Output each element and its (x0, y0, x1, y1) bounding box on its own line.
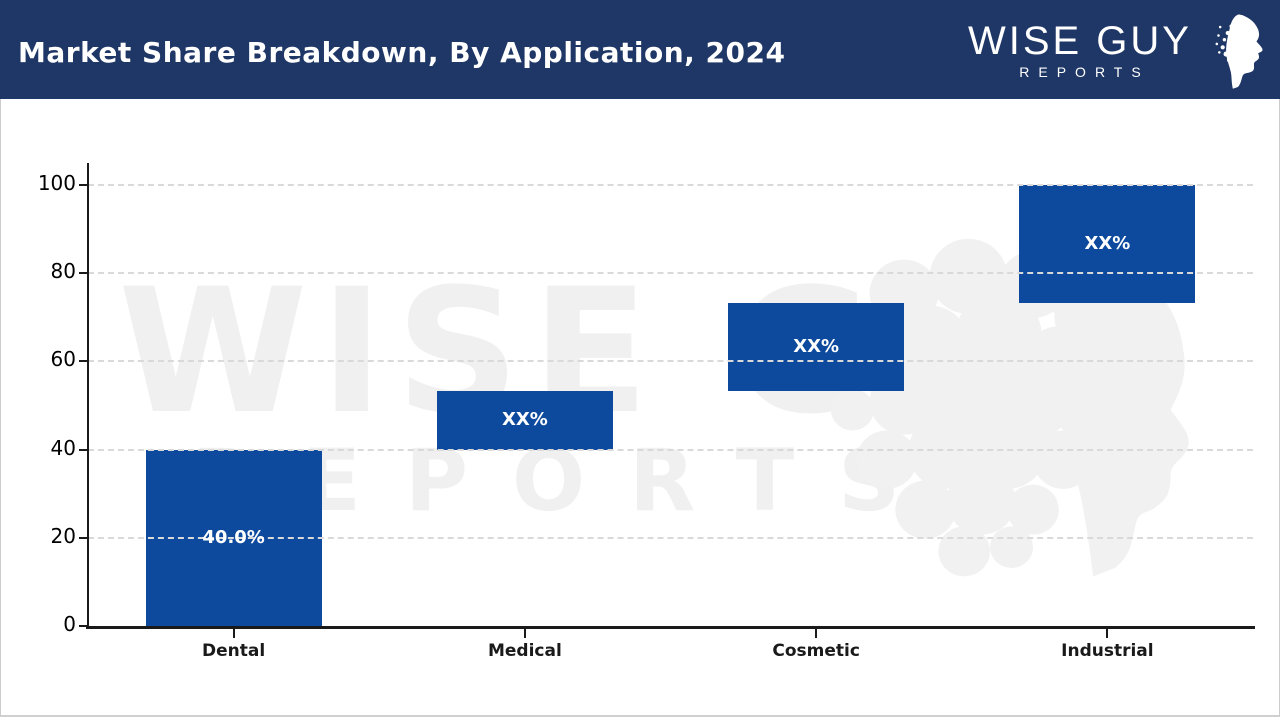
y-tick-mark-0 (79, 625, 87, 627)
y-axis-line (87, 163, 89, 629)
wiseguy-head-icon (1215, 14, 1263, 89)
y-tick-mark-60 (79, 360, 87, 363)
x-axis-line (86, 626, 1255, 629)
x-tick-mark-cosmetic (815, 629, 818, 638)
bar-label-medical: XX% (501, 409, 548, 431)
y-tick-label-40: 40 (50, 435, 76, 460)
bar-label-industrial: XX% (1084, 232, 1131, 254)
y-tick-label-60: 60 (50, 347, 76, 372)
logo-wordmark-block: WISE GUY REPORTS (968, 19, 1192, 80)
x-tick-label-dental: Dental (202, 641, 266, 661)
x-tick-mark-industrial (1106, 629, 1109, 638)
x-tick-mark-dental (232, 629, 235, 638)
bar-medical (436, 390, 613, 450)
page-border-left (0, 99, 1, 716)
logo-wordmark: WISE GUY (967, 18, 1192, 63)
y-tick-label-0: 0 (63, 612, 76, 636)
gridline-100 (88, 184, 1253, 187)
page-border-bottom (0, 715, 1280, 717)
bar-label-dental: 40.0% (202, 526, 265, 548)
y-tick-mark-40 (79, 448, 87, 451)
y-tick-label-80: 80 (50, 259, 76, 284)
x-tick-mark-medical (523, 629, 526, 638)
bar-label-cosmetic: XX% (793, 335, 840, 357)
logo-subtitle: REPORTS (1019, 63, 1150, 80)
header-bar: Market Share Breakdown, By Application, … (0, 0, 1280, 99)
page-title: Market Share Breakdown, By Application, … (18, 36, 786, 69)
y-tick-mark-20 (79, 536, 87, 539)
y-tick-label-20: 20 (50, 523, 76, 548)
gridline-60 (88, 360, 1253, 363)
y-tick-label-100: 100 (37, 171, 76, 196)
y-tick-mark-80 (79, 272, 87, 275)
x-tick-label-medical: Medical (487, 641, 562, 661)
gridline-40 (88, 448, 1253, 451)
gridline-80 (88, 272, 1253, 275)
x-tick-label-cosmetic: Cosmetic (772, 641, 860, 661)
gridline-20 (88, 536, 1253, 539)
y-tick-mark-100 (79, 184, 87, 187)
brand-logo: WISE GUY REPORTS (968, 6, 1270, 92)
x-tick-label-industrial: Industrial (1061, 641, 1154, 661)
